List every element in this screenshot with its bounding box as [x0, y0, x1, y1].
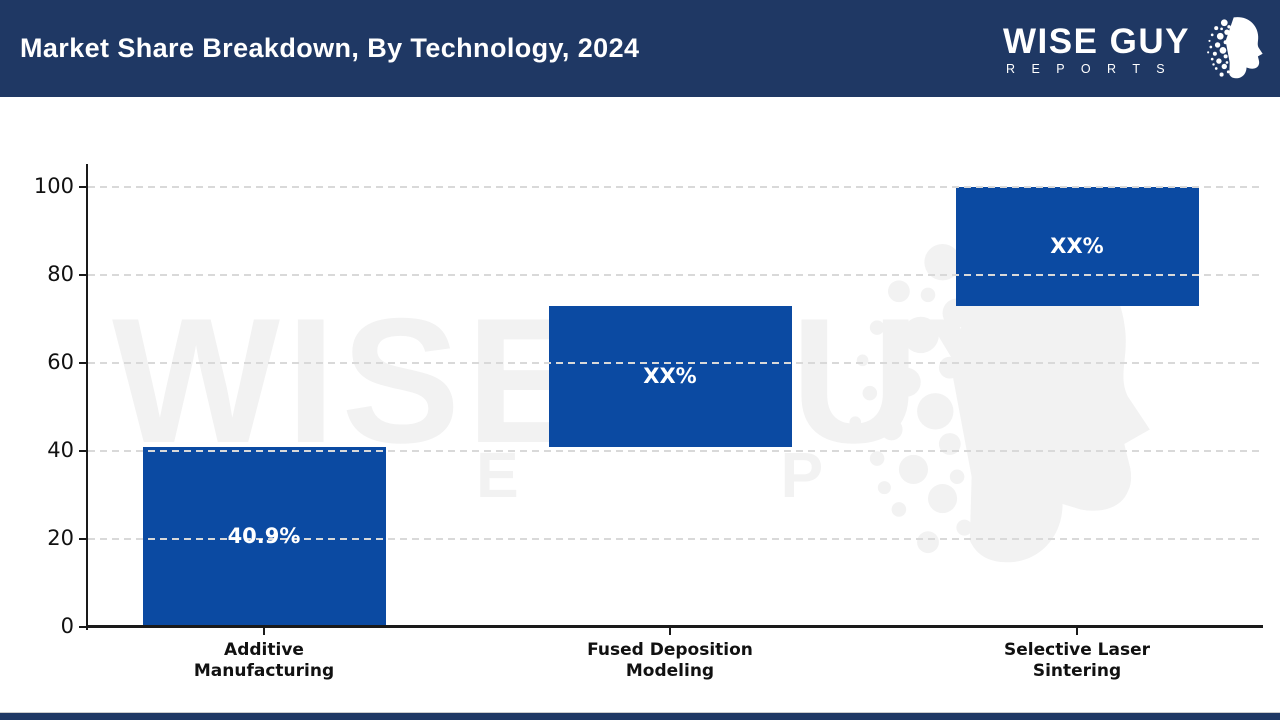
y-tick-mark-80	[79, 274, 86, 276]
footer-bar	[0, 713, 1280, 720]
y-tick-label-20: 20	[47, 526, 74, 550]
gridline-80	[88, 274, 1262, 276]
gridline-60	[88, 362, 1262, 364]
x-tick-label-1: Additive Manufacturing	[134, 640, 394, 682]
page-title: Market Share Breakdown, By Technology, 2…	[20, 33, 640, 63]
y-tick-label-60: 60	[47, 350, 74, 374]
x-tick-label-line: Sintering	[1032, 661, 1122, 681]
bar-segment-2	[548, 306, 792, 448]
y-axis-spine	[86, 164, 88, 630]
bar-value-label-2: XX%	[643, 363, 697, 388]
y-tick-mark-40	[79, 450, 86, 452]
y-tick-label-0: 0	[60, 614, 74, 638]
bar-value-label-3: XX%	[1050, 233, 1104, 258]
bar-segment-1	[142, 447, 386, 627]
x-tick-mark-1	[263, 628, 265, 635]
bar-chart-plot-area: 40.9% XX% XX% 0 20 40 60 80 100 Additive Manufac…	[0, 97, 1280, 713]
brand-name: WISE GUY	[1002, 21, 1190, 61]
x-tick-mark-3	[1076, 628, 1078, 635]
y-tick-label-80: 80	[47, 262, 74, 286]
x-tick-label-line: Modeling	[625, 661, 715, 681]
brand-logo: WISE GUY R E P O R T S	[1003, 7, 1266, 91]
gridline-20	[88, 538, 1262, 540]
brand-logo-text: WISE GUY R E P O R T S	[1002, 21, 1190, 76]
y-tick-label-40: 40	[47, 438, 74, 462]
x-tick-label-line: Fused Deposition	[587, 640, 753, 660]
y-tick-mark-60	[79, 362, 86, 364]
x-axis-spine	[87, 625, 1263, 628]
y-tick-label-100: 100	[33, 174, 74, 198]
x-tick-label-3: Selective Laser Sintering	[947, 640, 1207, 682]
x-tick-label-line: Additive	[224, 640, 304, 660]
gridline-40	[88, 450, 1262, 452]
brand-subname: R E P O R T S	[1005, 61, 1172, 76]
y-tick-mark-100	[79, 186, 86, 188]
bar-segment-3	[955, 187, 1199, 307]
header-banner: Market Share Breakdown, By Technology, 2…	[0, 0, 1280, 97]
y-tick-mark-0	[79, 626, 86, 628]
x-tick-label-2: Fused Deposition Modeling	[540, 640, 800, 682]
bar-value-label-1: 40.9%	[227, 524, 301, 549]
x-tick-mark-2	[669, 628, 671, 635]
gridline-100	[88, 186, 1262, 188]
footer-hairline	[0, 712, 1280, 713]
y-tick-mark-20	[79, 538, 86, 540]
x-tick-label-line: Selective Laser	[1003, 640, 1151, 660]
x-tick-label-line: Manufacturing	[193, 661, 335, 681]
brand-face-icon	[1207, 17, 1263, 79]
